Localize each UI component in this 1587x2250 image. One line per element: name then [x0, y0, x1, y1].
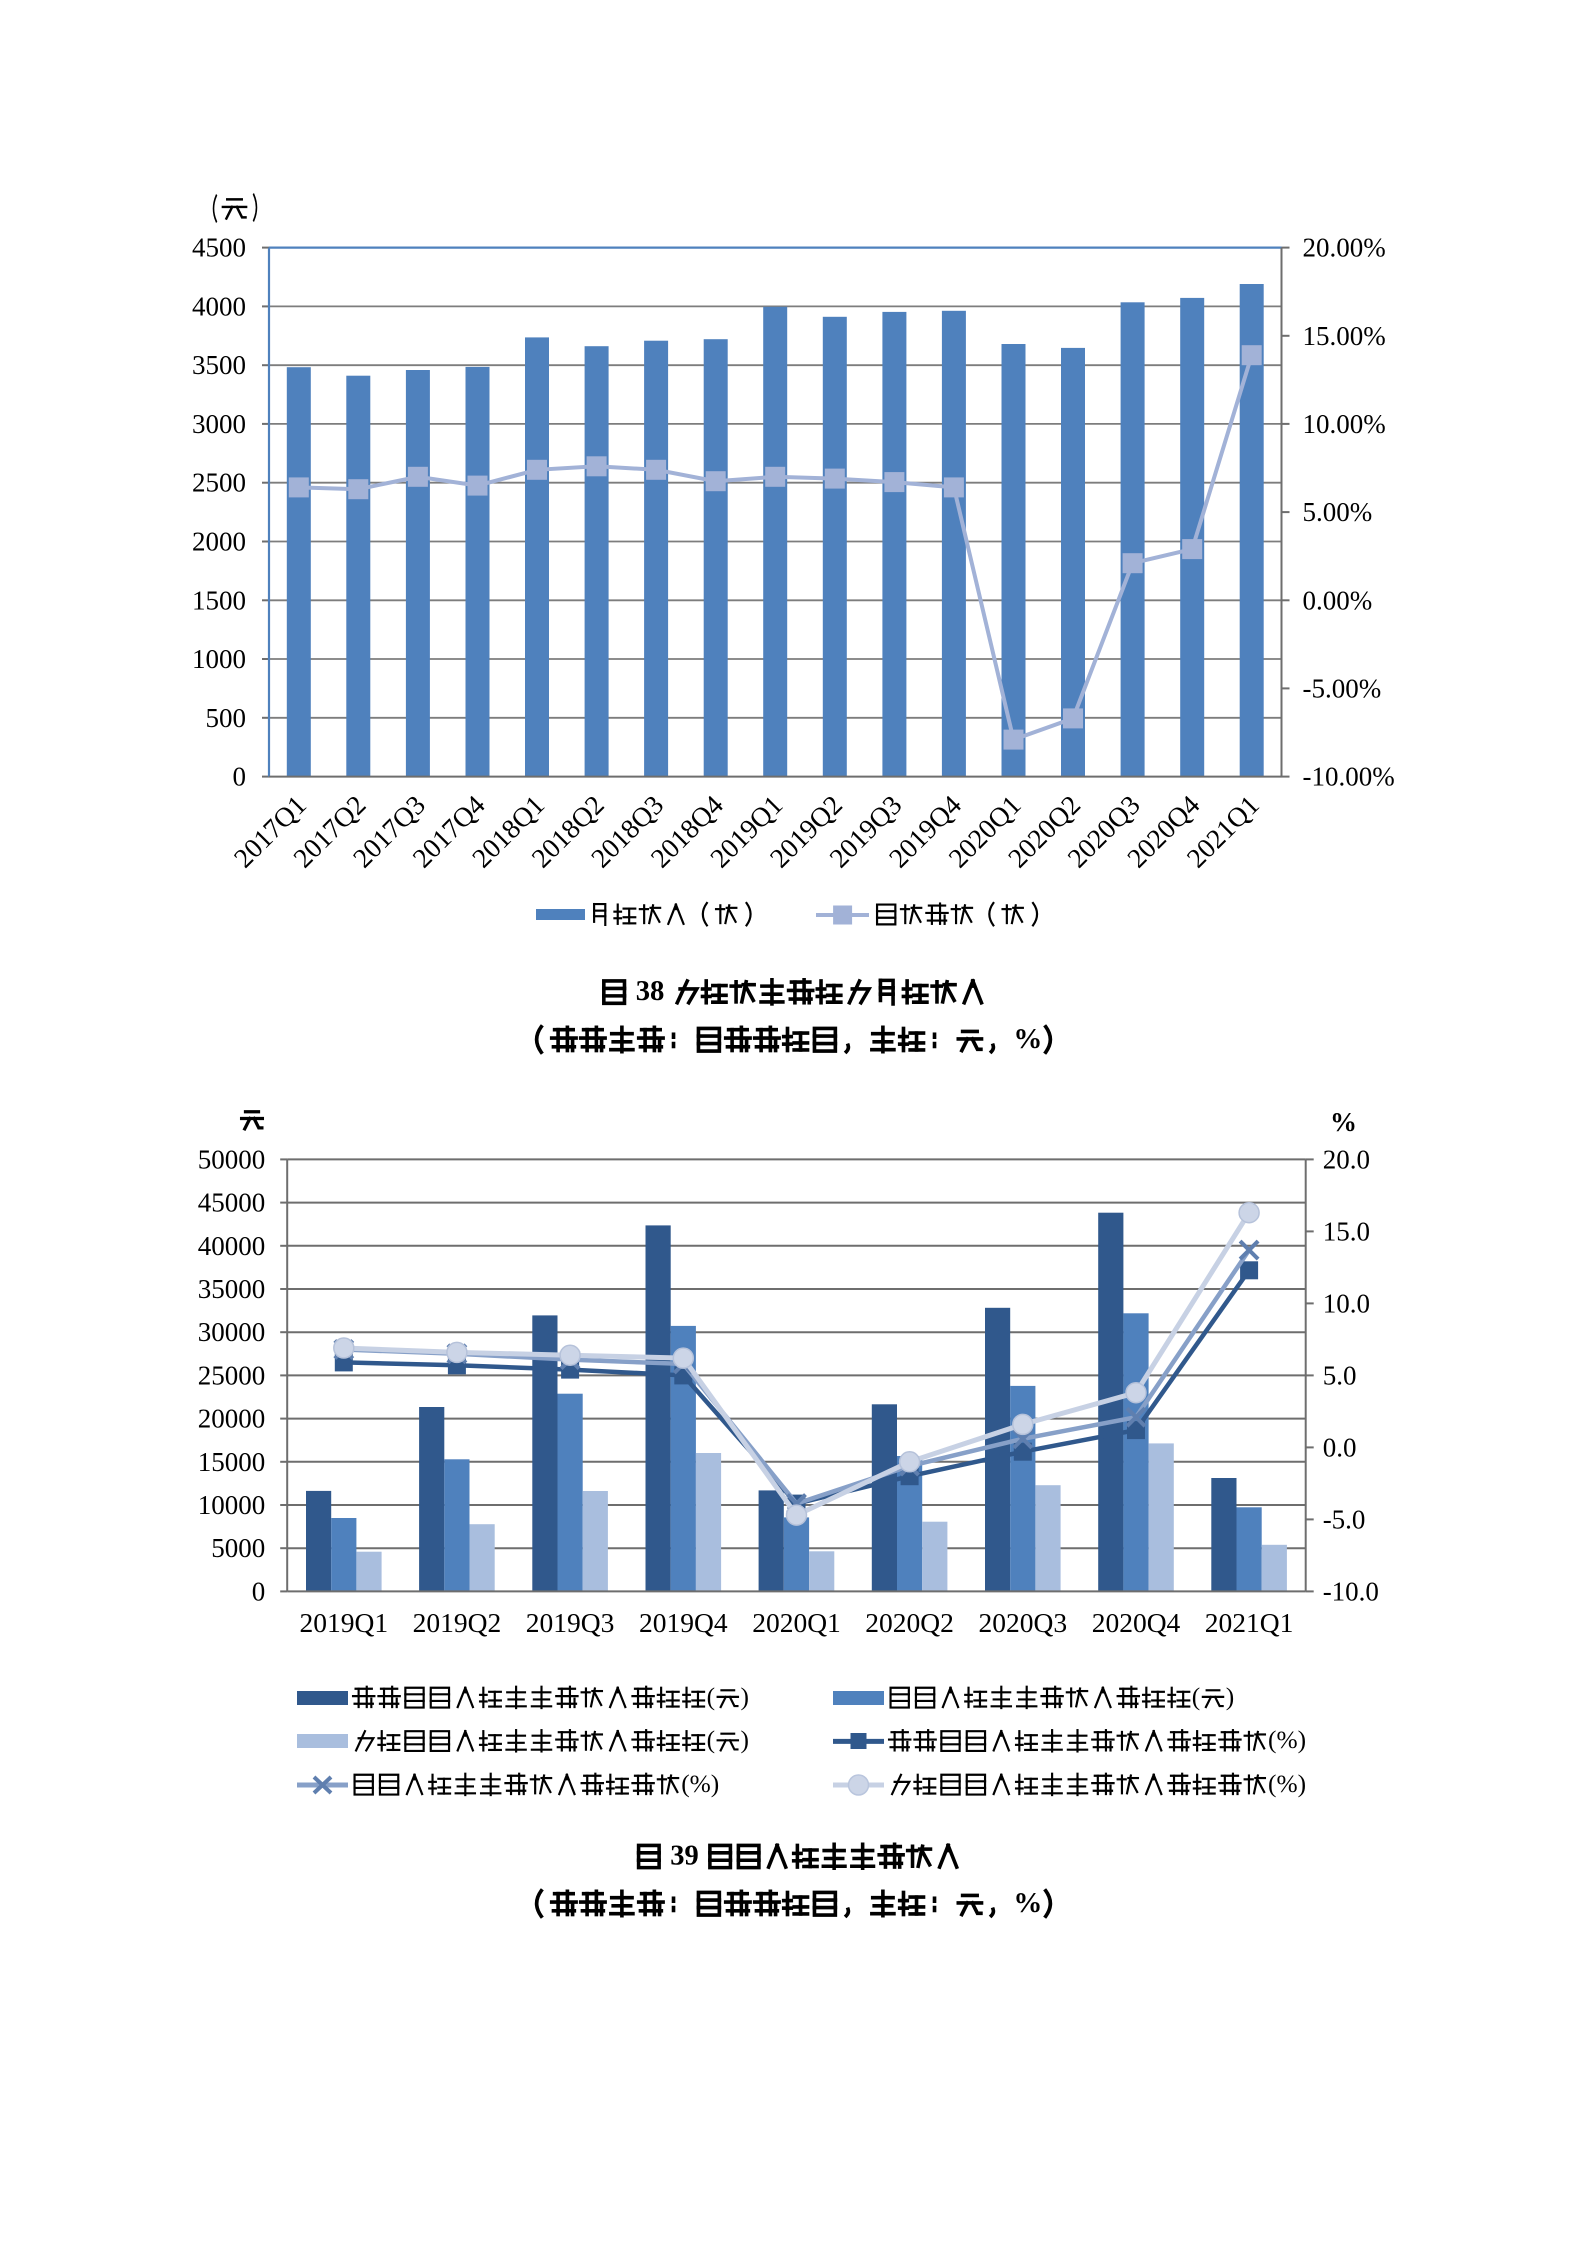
svg-text:0: 0 [252, 1576, 266, 1606]
svg-text:3500: 3500 [192, 350, 246, 380]
svg-text:2500: 2500 [192, 468, 246, 498]
svg-text:4500: 4500 [192, 233, 246, 263]
svg-text:2021Q1: 2021Q1 [1205, 1607, 1294, 1638]
svg-text:2000: 2000 [192, 527, 246, 557]
svg-text:20.0: 20.0 [1323, 1144, 1370, 1174]
svg-text:%: % [1013, 1023, 1042, 1055]
svg-text:-10.00%: -10.00% [1303, 762, 1395, 792]
svg-text:2019Q2: 2019Q2 [413, 1607, 502, 1638]
svg-text:500: 500 [206, 703, 247, 733]
svg-text:10.0: 10.0 [1323, 1288, 1370, 1318]
svg-text:): ) [741, 1726, 749, 1754]
svg-text:2019Q3: 2019Q3 [526, 1607, 615, 1638]
svg-text:0.00%: 0.00% [1303, 585, 1373, 615]
svg-text:38: 38 [636, 975, 665, 1007]
svg-text:35000: 35000 [198, 1274, 266, 1304]
svg-text:1000: 1000 [192, 644, 246, 674]
svg-text:20000: 20000 [198, 1404, 266, 1434]
svg-text:-10.0: -10.0 [1323, 1576, 1379, 1606]
svg-text:): ) [1226, 1683, 1234, 1711]
svg-text:(%): (%) [1268, 1770, 1306, 1798]
svg-text:5000: 5000 [211, 1533, 265, 1563]
svg-text:2020Q3: 2020Q3 [978, 1607, 1067, 1638]
svg-text:1500: 1500 [192, 585, 246, 615]
svg-text:(%): (%) [681, 1770, 719, 1798]
svg-text:): ) [741, 1683, 749, 1711]
svg-text:2019Q4: 2019Q4 [639, 1607, 728, 1638]
svg-text:10000: 10000 [198, 1490, 266, 1520]
svg-text:20.00%: 20.00% [1303, 233, 1386, 263]
svg-text:3000: 3000 [192, 409, 246, 439]
svg-text:15.0: 15.0 [1323, 1216, 1370, 1246]
svg-text:15000: 15000 [198, 1447, 266, 1477]
svg-text:-5.0: -5.0 [1323, 1504, 1366, 1534]
svg-text:(%): (%) [1268, 1726, 1306, 1754]
svg-text:(: ( [707, 1726, 715, 1754]
svg-text:%: % [1330, 1107, 1357, 1137]
svg-text:5.0: 5.0 [1323, 1360, 1357, 1390]
svg-text:2020Q4: 2020Q4 [1092, 1607, 1181, 1638]
svg-text:(: ( [1192, 1683, 1200, 1711]
svg-text:39: 39 [670, 1841, 699, 1872]
svg-text:50000: 50000 [198, 1144, 266, 1174]
svg-text:2019Q1: 2019Q1 [299, 1607, 388, 1638]
svg-text:0.0: 0.0 [1323, 1432, 1357, 1462]
svg-text:5.00%: 5.00% [1303, 497, 1373, 527]
svg-text:2020Q1: 2020Q1 [752, 1607, 841, 1638]
svg-text:0: 0 [233, 762, 247, 792]
svg-text:(: ( [707, 1683, 715, 1711]
svg-text:25000: 25000 [198, 1360, 266, 1390]
svg-text:-5.00%: -5.00% [1303, 673, 1382, 703]
svg-text:30000: 30000 [198, 1317, 266, 1347]
svg-text:%: % [1013, 1887, 1042, 1919]
svg-text:10.00%: 10.00% [1303, 409, 1386, 439]
svg-text:15.00%: 15.00% [1303, 321, 1386, 351]
svg-text:45000: 45000 [198, 1188, 266, 1218]
svg-text:4000: 4000 [192, 291, 246, 321]
svg-text:40000: 40000 [198, 1231, 266, 1261]
svg-text:2020Q2: 2020Q2 [865, 1607, 954, 1638]
